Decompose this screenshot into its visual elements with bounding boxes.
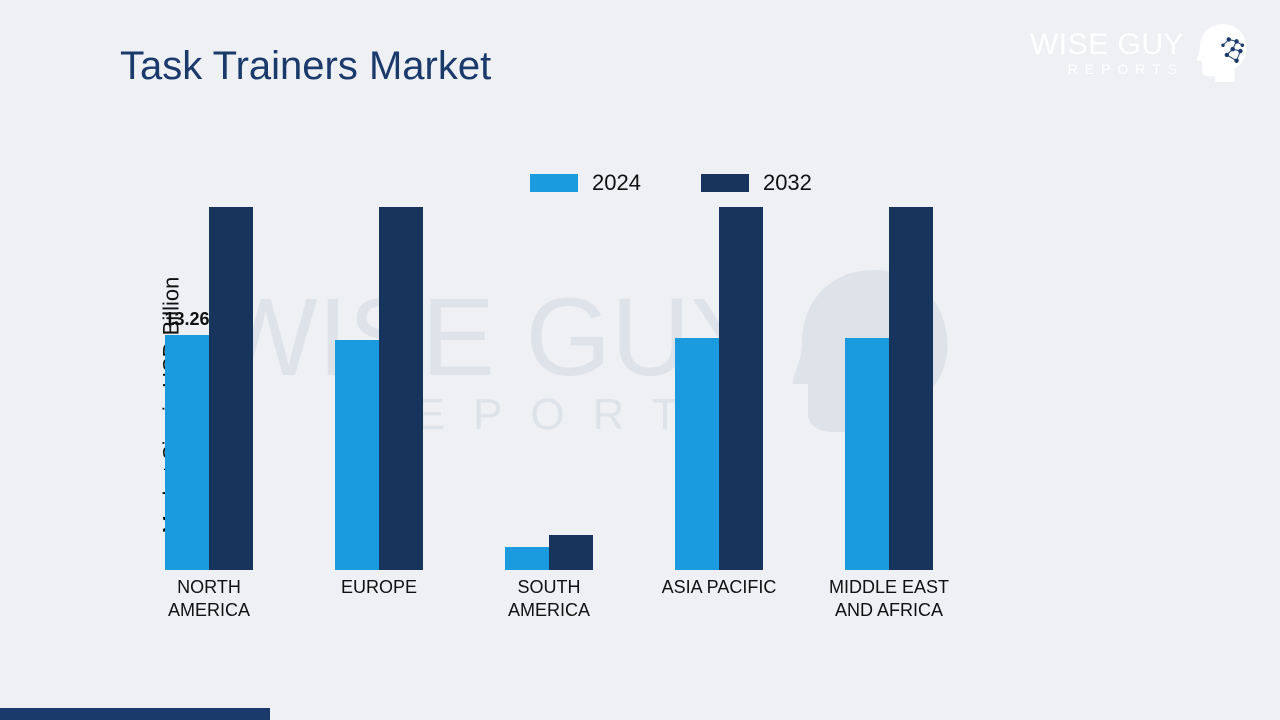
bar-group-north_america: 13.26NORTH AMERICA: [157, 207, 261, 570]
category-label-north_america: NORTH AMERICA: [139, 576, 279, 621]
bar-2032-asia_pacific: [719, 207, 763, 570]
brand-logo-sub: REPORTS: [1030, 62, 1184, 76]
legend-swatch-2032: [701, 174, 749, 192]
category-label-asia_pacific: ASIA PACIFIC: [649, 576, 789, 599]
legend-label-2024: 2024: [592, 170, 641, 196]
legend: 2024 2032: [530, 170, 812, 196]
bar-2024-asia_pacific: [675, 338, 719, 570]
bar-group-europe: EUROPE: [327, 207, 431, 570]
legend-swatch-2024: [530, 174, 578, 192]
bar-value-label: 13.26: [164, 309, 209, 330]
bar-group-mea: MIDDLE EAST AND AFRICA: [837, 207, 941, 570]
bar-2024-europe: [335, 340, 379, 570]
brand-logo: WISE GUY REPORTS: [1030, 22, 1252, 84]
chart-area: Market Size in USD Billion 13.26NORTH AM…: [55, 160, 965, 650]
bar-2032-mea: [889, 207, 933, 570]
bar-2032-north_america: [209, 207, 253, 570]
bar-2032-europe: [379, 207, 423, 570]
category-label-europe: EUROPE: [309, 576, 449, 599]
bar-2024-mea: [845, 338, 889, 570]
chart-title: Task Trainers Market: [120, 44, 491, 89]
legend-label-2032: 2032: [763, 170, 812, 196]
bar-group-south_america: SOUTH AMERICA: [497, 535, 601, 570]
plot-area: 13.26NORTH AMERICA EUROPE SOUTH AMERICA ASI…: [117, 180, 957, 570]
legend-item-2024: 2024: [530, 170, 641, 196]
category-label-south_america: SOUTH AMERICA: [479, 576, 619, 621]
category-label-mea: MIDDLE EAST AND AFRICA: [819, 576, 959, 621]
bar-2024-south_america: [505, 547, 549, 570]
bar-group-asia_pacific: ASIA PACIFIC: [667, 207, 771, 570]
bar-2024-north_america: 13.26: [165, 335, 209, 570]
bar-2032-south_america: [549, 535, 593, 570]
brand-logo-main: WISE GUY: [1030, 30, 1184, 60]
legend-item-2032: 2032: [701, 170, 812, 196]
bottom-accent-bar: [0, 708, 270, 720]
brand-head-icon: [1194, 22, 1252, 84]
